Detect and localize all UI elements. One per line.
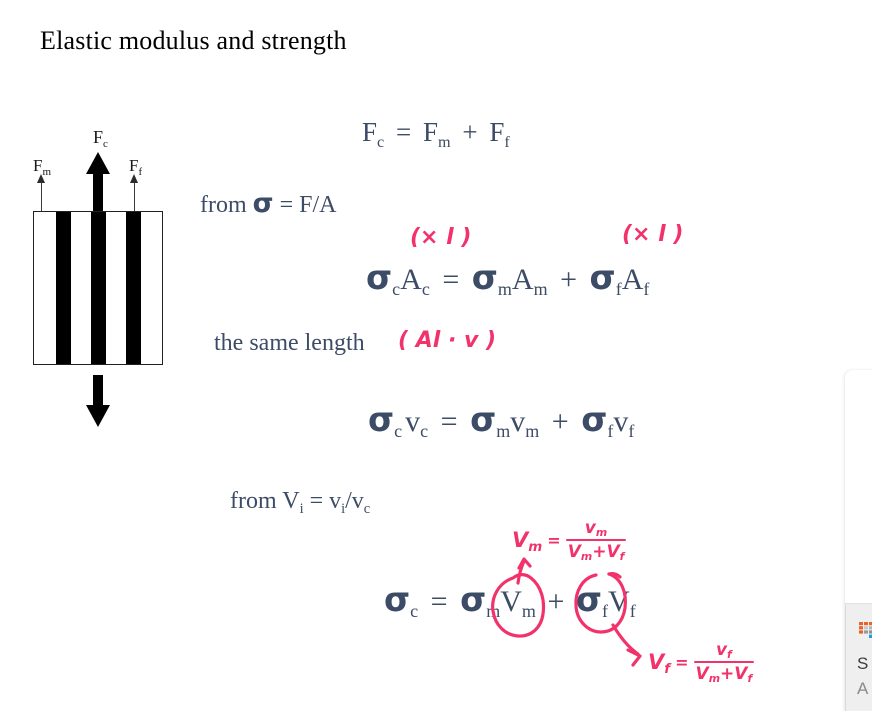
annotation-area-times-length: ( Al · v )	[398, 328, 497, 353]
arrowhead-fiber-force-icon	[130, 174, 138, 183]
force-arrow-composite	[93, 173, 103, 211]
panel-text-line-2: A	[857, 679, 869, 698]
fraction-bar	[565, 539, 627, 541]
ink-arrowhead-vf	[626, 648, 642, 667]
annotation-vf-fraction: Vf = vf Vm+Vf	[648, 640, 755, 686]
text-same-length-note: the same length	[214, 330, 365, 356]
ink-arrow-vf	[611, 623, 640, 656]
page-title: Elastic modulus and strength	[40, 26, 347, 55]
arrowhead-composite-force-icon	[86, 152, 110, 174]
force-label-matrix: Fm	[33, 156, 52, 178]
right-side-panel[interactable]: S A	[845, 370, 872, 711]
arrowhead-reaction-force-icon	[86, 405, 110, 427]
fiber-stripe	[91, 212, 106, 364]
force-label-fiber: Ff	[129, 156, 143, 178]
right-panel-body	[845, 370, 872, 603]
force-arrow-reaction	[93, 375, 103, 405]
app-tiles-icon[interactable]	[859, 622, 872, 638]
right-panel-footer[interactable]: S A	[845, 603, 872, 711]
sigma-glyph: σ	[252, 188, 274, 219]
equation-sigma-volume: σc vc = σmvm + σfvf	[368, 400, 635, 442]
composite-tensile-loading-diagram: Fm Fc Ff	[20, 120, 200, 430]
panel-text-line-1: S	[857, 654, 869, 673]
force-label-composite: Fc	[93, 127, 108, 150]
fiber-stripe	[56, 212, 71, 364]
equation-rule-of-mixtures: σc = σmVm + σfVf	[384, 580, 636, 622]
fiber-stripe	[126, 212, 141, 364]
ink-arrowhead-vm	[517, 557, 532, 570]
force-arrow-matrix	[40, 182, 43, 212]
composite-cross-section	[33, 211, 163, 365]
annotation-times-length-right: (× l )	[622, 222, 684, 247]
equation-force-balance: Fc = Fm + Ff	[362, 117, 510, 151]
annotation-times-length-left: (× l )	[410, 225, 472, 250]
text-from-sigma-definition: from σ = F/A	[200, 188, 337, 219]
equation-sigma-area: σcAc = σmAm + σfAf	[366, 258, 650, 300]
annotation-vm-fraction: Vm = vm Vm+Vf	[512, 518, 627, 564]
fraction-bar	[693, 661, 755, 663]
arrowhead-matrix-force-icon	[37, 174, 45, 183]
ink-circle-vf-tail	[607, 572, 622, 579]
text-volume-fraction-definition: from Vi = vi/vc	[230, 488, 371, 518]
force-arrow-fiber	[133, 182, 136, 212]
